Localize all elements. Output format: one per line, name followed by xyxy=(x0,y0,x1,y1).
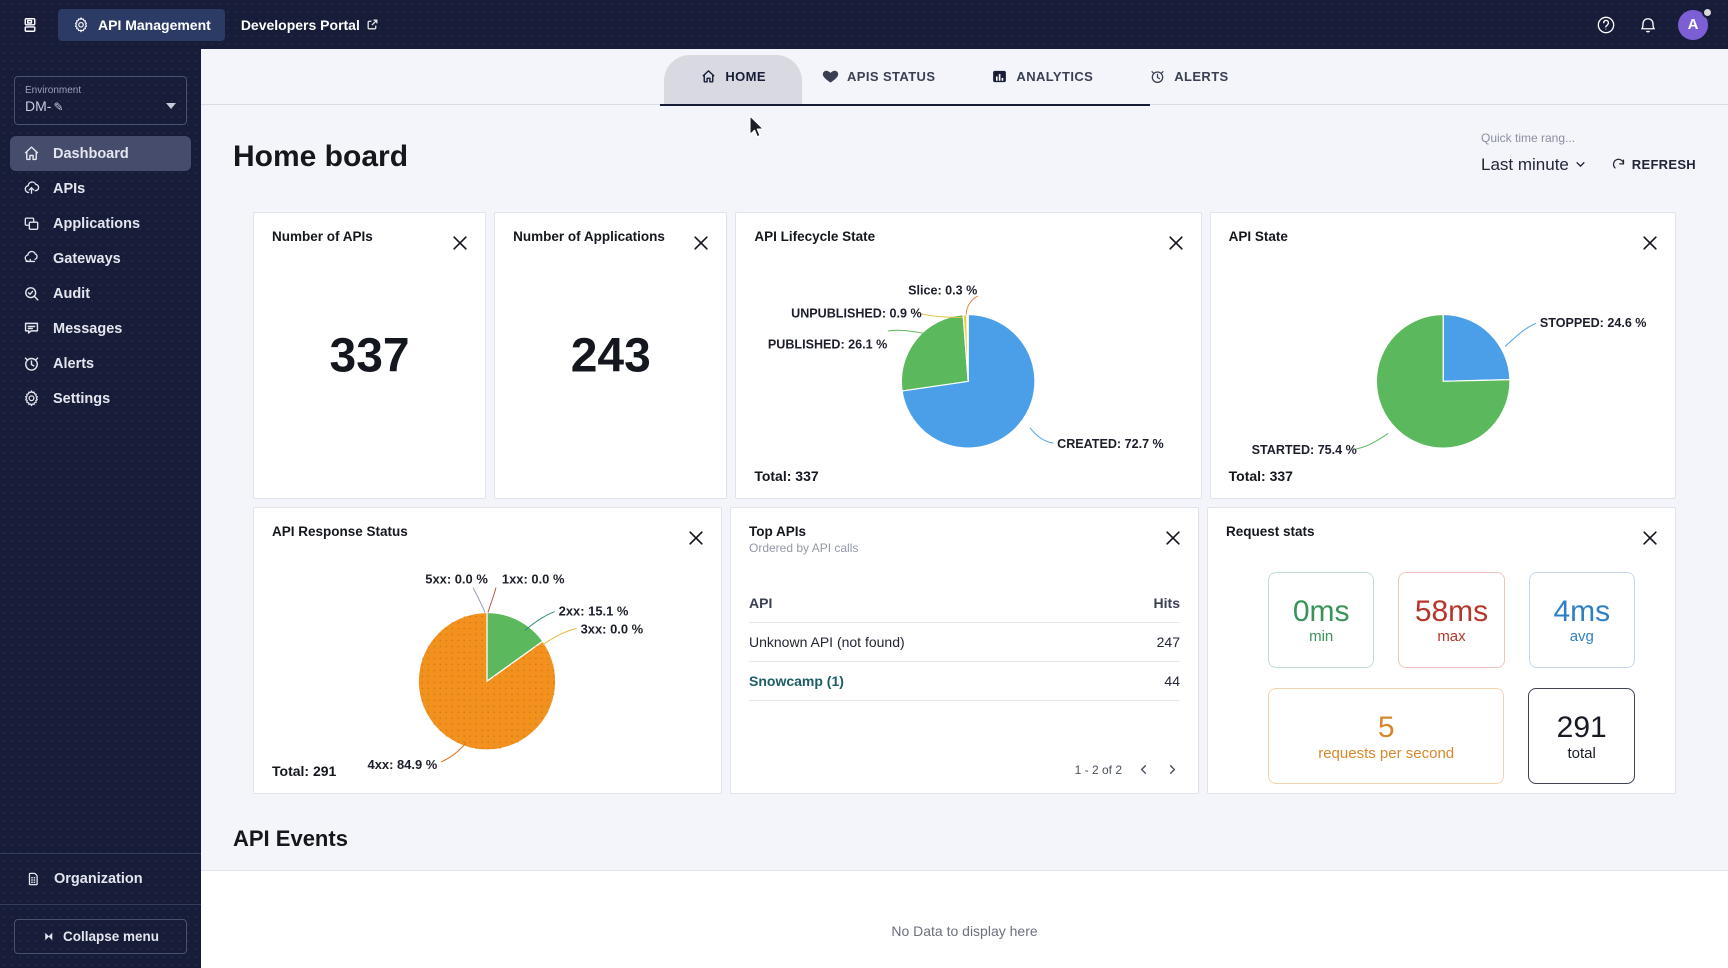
svg-text:2xx: 15.1 %: 2xx: 15.1 % xyxy=(559,604,629,619)
svg-text:UNPUBLISHED: 0.9 %: UNPUBLISHED: 0.9 % xyxy=(791,306,922,320)
svg-text:4xx: 84.9 %: 4xx: 84.9 % xyxy=(368,757,438,772)
svg-text:1xx: 0.0 %: 1xx: 0.0 % xyxy=(502,572,565,587)
svg-text:3xx: 0.0 %: 3xx: 0.0 % xyxy=(581,621,644,636)
svg-text:CREATED: 72.7 %: CREATED: 72.7 % xyxy=(1057,437,1164,451)
svg-text:STARTED: 75.4 %: STARTED: 75.4 % xyxy=(1251,443,1356,457)
svg-text:Slice: 0.3 %: Slice: 0.3 % xyxy=(909,283,978,297)
svg-text:PUBLISHED: 26.1 %: PUBLISHED: 26.1 % xyxy=(768,337,887,351)
svg-text:5xx: 0.0 %: 5xx: 0.0 % xyxy=(425,572,488,587)
svg-text:STOPPED: 24.6 %: STOPPED: 24.6 % xyxy=(1540,316,1647,330)
